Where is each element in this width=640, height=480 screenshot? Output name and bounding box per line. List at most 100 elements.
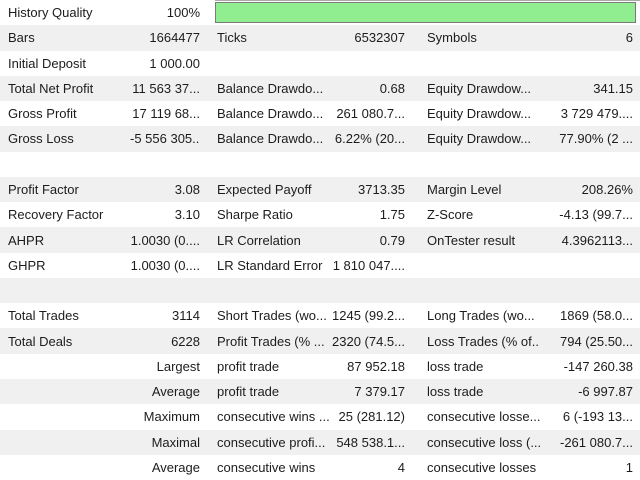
table-row[interactable]: AHPR 1.0030 (0.... LR Correlation 0.79 O… [0, 227, 640, 253]
metric-label: AHPR [8, 232, 45, 248]
metric-value: 4 [397, 459, 405, 475]
metric-value: 4.3962113... [561, 232, 633, 248]
table-row[interactable]: Total Net Profit 11 563 37... Balance Dr… [0, 75, 640, 102]
metric-value: 87 952.18 [347, 358, 405, 374]
metric-value: -261 080.7... [560, 434, 633, 450]
metric-value: 17 119 68... [132, 106, 200, 122]
metric-label: Total Net Profit [8, 80, 94, 96]
metric-label: consecutive loss (... [427, 434, 540, 450]
table-row[interactable]: Total Trades 3114 Short Trades (wo... 12… [0, 303, 640, 328]
metric-value: 6228 [171, 333, 200, 349]
table-row[interactable]: Maximum consecutive wins ... 25 (281.12)… [0, 404, 640, 429]
metric-value: 7 379.17 [354, 384, 405, 400]
metric-value: 6.22% (20... [334, 131, 405, 147]
metric-value: 3 729 479.... [560, 106, 633, 122]
metric-value: Maximum [143, 409, 200, 425]
table-row[interactable]: Largest profit trade 87 952.18 loss trad… [0, 354, 640, 379]
metric-label: Sharpe Ratio [217, 207, 293, 223]
metric-value: Average [151, 384, 200, 400]
metric-value: 25 (281.12) [338, 409, 406, 425]
metric-value: 6532307 [354, 30, 405, 46]
metric-label: consecutive losses [427, 459, 537, 475]
metric-value: 3.10 [174, 207, 200, 223]
metric-label: Balance Drawdo... [217, 80, 324, 96]
metric-value: 0.79 [379, 232, 405, 248]
table-row[interactable] [0, 277, 640, 304]
metric-label: loss trade [427, 358, 484, 374]
metric-label: consecutive wins ... [217, 409, 330, 425]
metric-value: Maximal [151, 434, 200, 450]
table-row[interactable]: Average profit trade 7 379.17 loss trade… [0, 378, 640, 405]
metric-value: 2320 (74.5... [332, 333, 405, 349]
metric-value: 1664477 [149, 30, 200, 46]
metric-label: LR Correlation [217, 232, 301, 248]
table-row[interactable]: History Quality 100% [0, 0, 640, 25]
table-row[interactable]: Maximal consecutive profi... 548 538.1..… [0, 429, 640, 455]
metric-label: Total Trades [8, 308, 79, 324]
metric-value: 3713.35 [358, 181, 405, 197]
metric-label: consecutive wins [217, 459, 316, 475]
metric-value: 3114 [172, 308, 200, 324]
metric-label: Z-Score [427, 207, 474, 223]
table-row[interactable]: Initial Deposit 1 000.00 [0, 51, 640, 76]
metric-label: Equity Drawdow... [427, 80, 532, 96]
metric-value: 1 000.00 [149, 55, 200, 71]
metric-label: Equity Drawdow... [427, 106, 532, 122]
metric-value: 1 810 047.... [332, 257, 405, 273]
metric-value: Average [151, 459, 200, 475]
metric-value: 1.75 [379, 207, 405, 223]
metric-label: Ticks [217, 30, 247, 46]
metric-value: 6 (-193 13... [562, 409, 633, 425]
metric-label: Symbols [427, 30, 477, 46]
metric-label: Balance Drawdo... [217, 131, 324, 147]
metric-value: 6 [625, 30, 633, 46]
metric-value: -4.13 (99.7... [559, 207, 633, 223]
metric-value: 3.08 [174, 181, 200, 197]
metric-label: Margin Level [427, 181, 502, 197]
metric-value: 77.90% (2 ... [559, 131, 633, 147]
metric-label: Short Trades (wo... [217, 308, 327, 324]
metric-value: 208.26% [581, 181, 633, 197]
metric-label: Loss Trades (% of... [427, 333, 540, 349]
metric-value: 794 (25.50... [560, 333, 633, 349]
table-row[interactable]: Average consecutive wins 4 consecutive l… [0, 455, 640, 480]
history-quality-progress-bar [215, 2, 636, 23]
metric-label: OnTester result [427, 232, 516, 248]
table-row[interactable]: Bars 1664477 Ticks 6532307 Symbols 6 [0, 25, 640, 51]
metric-label: History Quality [8, 5, 93, 21]
history-quality-progress-fill [216, 3, 635, 22]
metric-label: Bars [8, 30, 35, 46]
table-row[interactable]: GHPR 1.0030 (0.... LR Standard Error 1 8… [0, 253, 640, 278]
table-row[interactable]: Gross Profit 17 119 68... Balance Drawdo… [0, 101, 640, 126]
metric-value: 1.0030 (0.... [130, 232, 200, 248]
metric-label: GHPR [8, 257, 46, 273]
panel-top-divider [215, 0, 640, 1]
metric-label: profit trade [217, 358, 280, 374]
table-row[interactable] [0, 152, 640, 177]
metric-label: Expected Payoff [217, 181, 312, 197]
metric-label: LR Standard Error [217, 257, 323, 273]
metric-value: 261 080.7... [336, 106, 405, 122]
metric-label: Profit Factor [8, 181, 79, 197]
metric-label: profit trade [217, 384, 280, 400]
metric-label: Long Trades (wo... [427, 308, 535, 324]
metric-label: Total Deals [8, 333, 73, 349]
metric-value: 0.68 [379, 80, 405, 96]
table-row[interactable]: Gross Loss -5 556 305... Balance Drawdo.… [0, 126, 640, 152]
metric-label: Balance Drawdo... [217, 106, 324, 122]
metric-label: Initial Deposit [8, 55, 87, 71]
metric-value: -6 997.87 [578, 384, 633, 400]
metric-value: 548 538.1... [336, 434, 405, 450]
metric-value: Largest [156, 358, 200, 374]
table-row[interactable]: Recovery Factor 3.10 Sharpe Ratio 1.75 Z… [0, 202, 640, 227]
metric-label: Recovery Factor [8, 207, 104, 223]
table-row[interactable]: Total Deals 6228 Profit Trades (% ... 23… [0, 328, 640, 354]
metric-label: consecutive losse... [427, 409, 540, 425]
metric-value: 341.15 [593, 80, 633, 96]
metric-label: Profit Trades (% ... [217, 333, 325, 349]
metric-value: 1245 (99.2... [332, 308, 405, 324]
table-row[interactable]: Profit Factor 3.08 Expected Payoff 3713.… [0, 176, 640, 203]
metric-label: Gross Loss [8, 131, 74, 147]
metric-value: 1 [625, 459, 633, 475]
